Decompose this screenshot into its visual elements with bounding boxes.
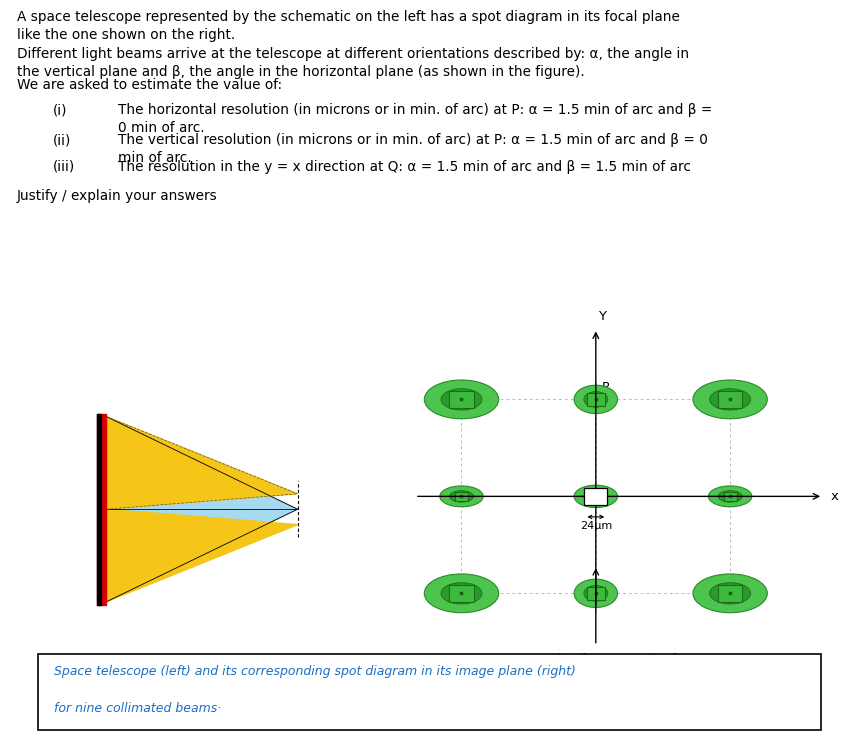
Bar [587,587,604,600]
Ellipse shape [584,585,608,601]
Ellipse shape [584,392,608,407]
Ellipse shape [440,486,483,507]
Ellipse shape [441,389,482,410]
Ellipse shape [574,579,617,607]
Ellipse shape [449,491,474,502]
Bar [97,414,107,604]
Bar [723,492,737,501]
Ellipse shape [693,574,767,613]
Text: 3 min of arc x 3 min of arc: 3 min of arc x 3 min of arc [534,653,699,666]
Ellipse shape [709,486,752,507]
Polygon shape [107,509,298,601]
Polygon shape [107,417,298,601]
Text: We are asked to estimate the value of:: We are asked to estimate the value of: [16,78,282,92]
Text: Q: Q [736,381,746,394]
Text: The horizontal resolution (in microns or in min. of arc) at P: α = 1.5 min of ar: The horizontal resolution (in microns or… [117,103,712,135]
Text: (iii): (iii) [53,160,76,174]
Text: P: P [602,381,610,394]
Text: Space telescope (left) and its corresponding spot diagram in its image plane (ri: Space telescope (left) and its correspon… [54,665,576,677]
FancyBboxPatch shape [39,654,821,730]
Text: (i): (i) [53,103,68,117]
Bar [585,488,607,505]
Ellipse shape [709,389,751,410]
Bar [587,393,604,406]
Ellipse shape [709,583,751,604]
Text: Justify / explain your answers: Justify / explain your answers [16,189,217,203]
Ellipse shape [424,574,499,613]
Text: 24μm: 24μm [579,521,612,531]
Text: (ii): (ii) [53,133,71,147]
Text: A space telescope represented by the schematic on the left has a spot diagram in: A space telescope represented by the sch… [16,10,689,79]
Bar [449,390,474,408]
Text: Y: Y [598,310,606,323]
Text: The vertical resolution (in microns or in min. of arc) at P: α = 1.5 min of arc : The vertical resolution (in microns or i… [117,133,708,165]
Ellipse shape [441,583,482,604]
Polygon shape [107,417,298,509]
Ellipse shape [424,380,499,418]
Bar [97,414,101,604]
Ellipse shape [574,385,617,413]
Ellipse shape [718,491,742,502]
Text: for nine collimated beams·: for nine collimated beams· [54,702,221,715]
Ellipse shape [584,490,608,503]
Ellipse shape [693,380,767,418]
Bar [718,390,742,408]
Text: The resolution in the y = x direction at Q: α = 1.5 min of arc and β = 1.5 min o: The resolution in the y = x direction at… [117,160,691,174]
Bar [718,584,742,602]
Bar [589,492,603,501]
Ellipse shape [574,485,617,508]
Text: x: x [831,490,839,503]
Bar [449,584,474,602]
Bar [455,492,468,501]
